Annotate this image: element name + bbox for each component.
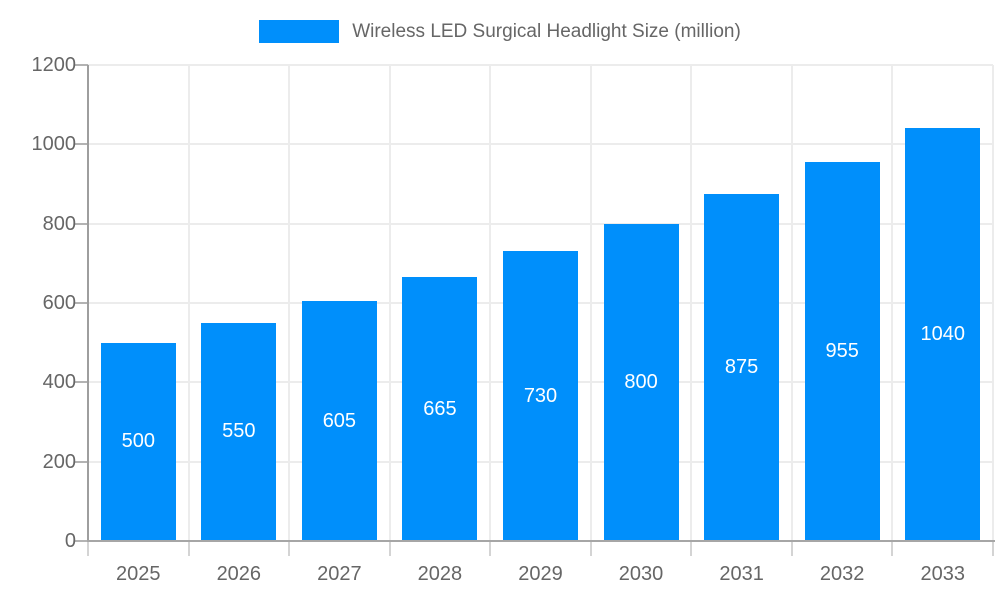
bar-value-label: 1040 bbox=[920, 323, 965, 346]
bar-value-label: 730 bbox=[523, 384, 558, 407]
x-axis-tick-mark bbox=[187, 541, 190, 556]
bar-2028: 665 bbox=[402, 277, 478, 541]
bar-value-label: 550 bbox=[222, 420, 256, 443]
y-axis-tick-mark bbox=[74, 64, 88, 66]
y-tick-label: 800 bbox=[42, 212, 76, 235]
x-axis-tick-mark bbox=[992, 541, 994, 556]
gridline-vertical bbox=[489, 65, 492, 541]
x-tick-label: 2032 bbox=[819, 563, 865, 585]
legend: Wireless LED Surgical Headlight Size (mi… bbox=[0, 20, 1000, 43]
y-tick-label: 600 bbox=[42, 292, 76, 314]
y-tick-label: 0 bbox=[64, 530, 76, 552]
y-tick-label: 1000 bbox=[31, 133, 77, 156]
bar-2027: 605 bbox=[301, 301, 377, 541]
gridline-vertical bbox=[187, 65, 190, 541]
x-tick-label: 2027 bbox=[317, 563, 362, 585]
gridline-vertical bbox=[388, 65, 391, 541]
x-tick-label: 2028 bbox=[417, 563, 463, 585]
bar-2030: 800 bbox=[603, 223, 679, 541]
bar-2033: 1040 bbox=[905, 128, 981, 541]
x-tick-label: 2031 bbox=[719, 563, 764, 585]
y-axis-tick-mark bbox=[74, 302, 88, 304]
x-tick-label: 2033 bbox=[920, 563, 965, 585]
y-axis-tick-mark bbox=[74, 222, 88, 225]
gridline-vertical bbox=[589, 65, 592, 541]
bar-value-label: 665 bbox=[423, 397, 457, 420]
gridline-horizontal bbox=[88, 143, 993, 146]
legend-title: Wireless LED Surgical Headlight Size (mi… bbox=[352, 20, 741, 42]
y-tick-label: 200 bbox=[42, 450, 76, 473]
y-tick-label: 1200 bbox=[31, 54, 77, 76]
bar-2025: 500 bbox=[100, 342, 176, 541]
x-axis-tick-mark bbox=[388, 541, 391, 556]
y-axis-tick-mark bbox=[74, 381, 88, 384]
bar-2029: 730 bbox=[503, 251, 578, 541]
gridline-vertical bbox=[288, 65, 291, 541]
x-axis-tick-mark bbox=[891, 541, 894, 556]
y-axis-tick-mark bbox=[74, 143, 88, 146]
gridline-horizontal bbox=[88, 222, 993, 225]
gridline-vertical bbox=[690, 65, 693, 541]
x-axis-tick-mark bbox=[288, 541, 291, 556]
x-axis-tick-mark bbox=[489, 541, 492, 556]
gridline-vertical bbox=[891, 65, 894, 541]
x-axis-tick-mark bbox=[790, 541, 793, 556]
bar-2026: 550 bbox=[201, 322, 277, 541]
gridline-vertical bbox=[790, 65, 793, 541]
legend-swatch bbox=[259, 20, 340, 43]
bar-value-label: 605 bbox=[322, 409, 357, 432]
x-tick-label: 2025 bbox=[116, 563, 161, 585]
y-tick-label: 400 bbox=[42, 371, 76, 394]
x-axis-tick-mark bbox=[589, 541, 592, 556]
x-axis-tick-mark bbox=[87, 541, 89, 556]
gridline-horizontal bbox=[88, 64, 993, 66]
x-tick-label: 2029 bbox=[518, 563, 563, 585]
x-axis-tick-mark bbox=[690, 541, 693, 556]
x-axis-line bbox=[87, 540, 995, 542]
bar-2031: 875 bbox=[704, 193, 780, 541]
bar-value-label: 500 bbox=[121, 430, 155, 453]
y-axis-tick-mark bbox=[74, 540, 88, 542]
y-axis-line bbox=[87, 65, 89, 541]
gridline-vertical bbox=[992, 65, 994, 541]
x-tick-label: 2030 bbox=[618, 563, 664, 585]
bar-2032: 955 bbox=[804, 162, 880, 541]
x-tick-label: 2026 bbox=[216, 563, 262, 585]
bar-value-label: 875 bbox=[724, 355, 759, 378]
bar-value-label: 800 bbox=[624, 370, 658, 393]
y-axis-tick-mark bbox=[74, 460, 88, 463]
bar-value-label: 955 bbox=[825, 340, 859, 363]
